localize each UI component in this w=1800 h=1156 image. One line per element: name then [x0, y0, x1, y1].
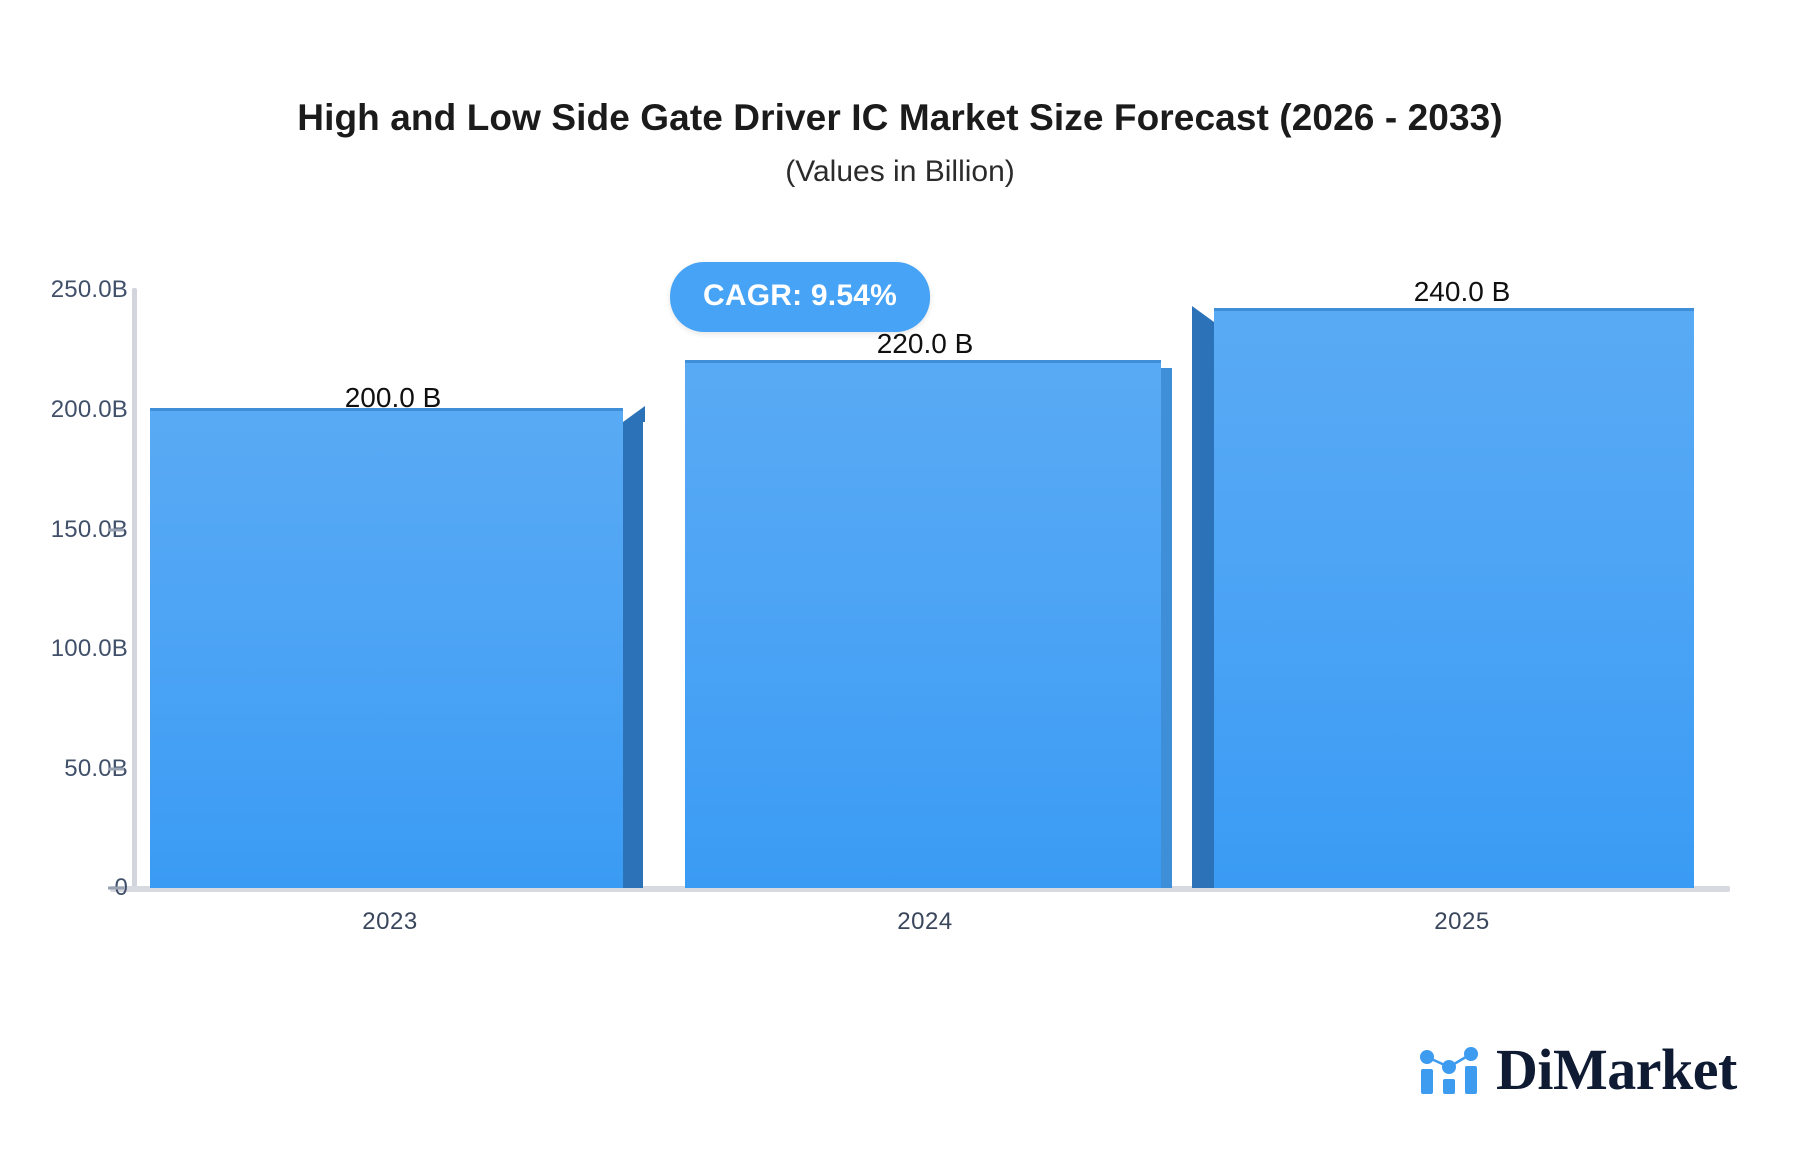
- cagr-badge[interactable]: CAGR: 9.54%: [670, 262, 930, 332]
- y-tick-label-200: 200.0B: [50, 396, 128, 423]
- bar-2024-face: [685, 360, 1161, 888]
- bar-2024[interactable]: [685, 360, 1175, 888]
- bar-2025-face: [1214, 308, 1694, 888]
- x-axis-line: [110, 886, 1730, 892]
- y-tick-mark-50: [108, 767, 124, 771]
- bar-2023-face: [150, 408, 623, 888]
- bar-2024-side: [1161, 368, 1172, 888]
- bar-2025-side: [1192, 322, 1214, 888]
- chart-subtitle: (Values in Billion): [785, 155, 1015, 189]
- bar-2025[interactable]: [1192, 306, 1694, 888]
- brand-logo: DiMarket: [1418, 1036, 1737, 1103]
- bar-chart-line-icon: [1418, 1036, 1480, 1103]
- bar-value-2023: 200.0 B: [344, 382, 442, 413]
- y-tick-label-250: 250.0B: [50, 276, 128, 303]
- x-tick-label-2025: 2025: [1434, 908, 1490, 935]
- bar-value-2024: 220.0 B: [876, 328, 974, 359]
- bar-2023-side-cap: [623, 406, 645, 422]
- brand-name: DiMarket: [1496, 1036, 1737, 1102]
- bar-2023[interactable]: [150, 406, 645, 888]
- x-tick-label-2023: 2023: [362, 908, 418, 935]
- y-axis-line: [132, 288, 137, 888]
- bar-value-2025: 240.0 B: [1413, 276, 1511, 307]
- y-tick-label-100: 100.0B: [50, 635, 128, 662]
- page-title: High and Low Side Gate Driver IC Market …: [297, 97, 1503, 138]
- bar-2023-side: [623, 422, 643, 888]
- x-tick-label-2024-real: 2024: [897, 908, 953, 935]
- y-tick-mark-150: [108, 528, 124, 532]
- chart-title-block: High and Low Side Gate Driver IC Market …: [0, 96, 1800, 190]
- bar-2025-side-cap: [1192, 306, 1214, 322]
- y-tick-mark-0: [108, 886, 124, 890]
